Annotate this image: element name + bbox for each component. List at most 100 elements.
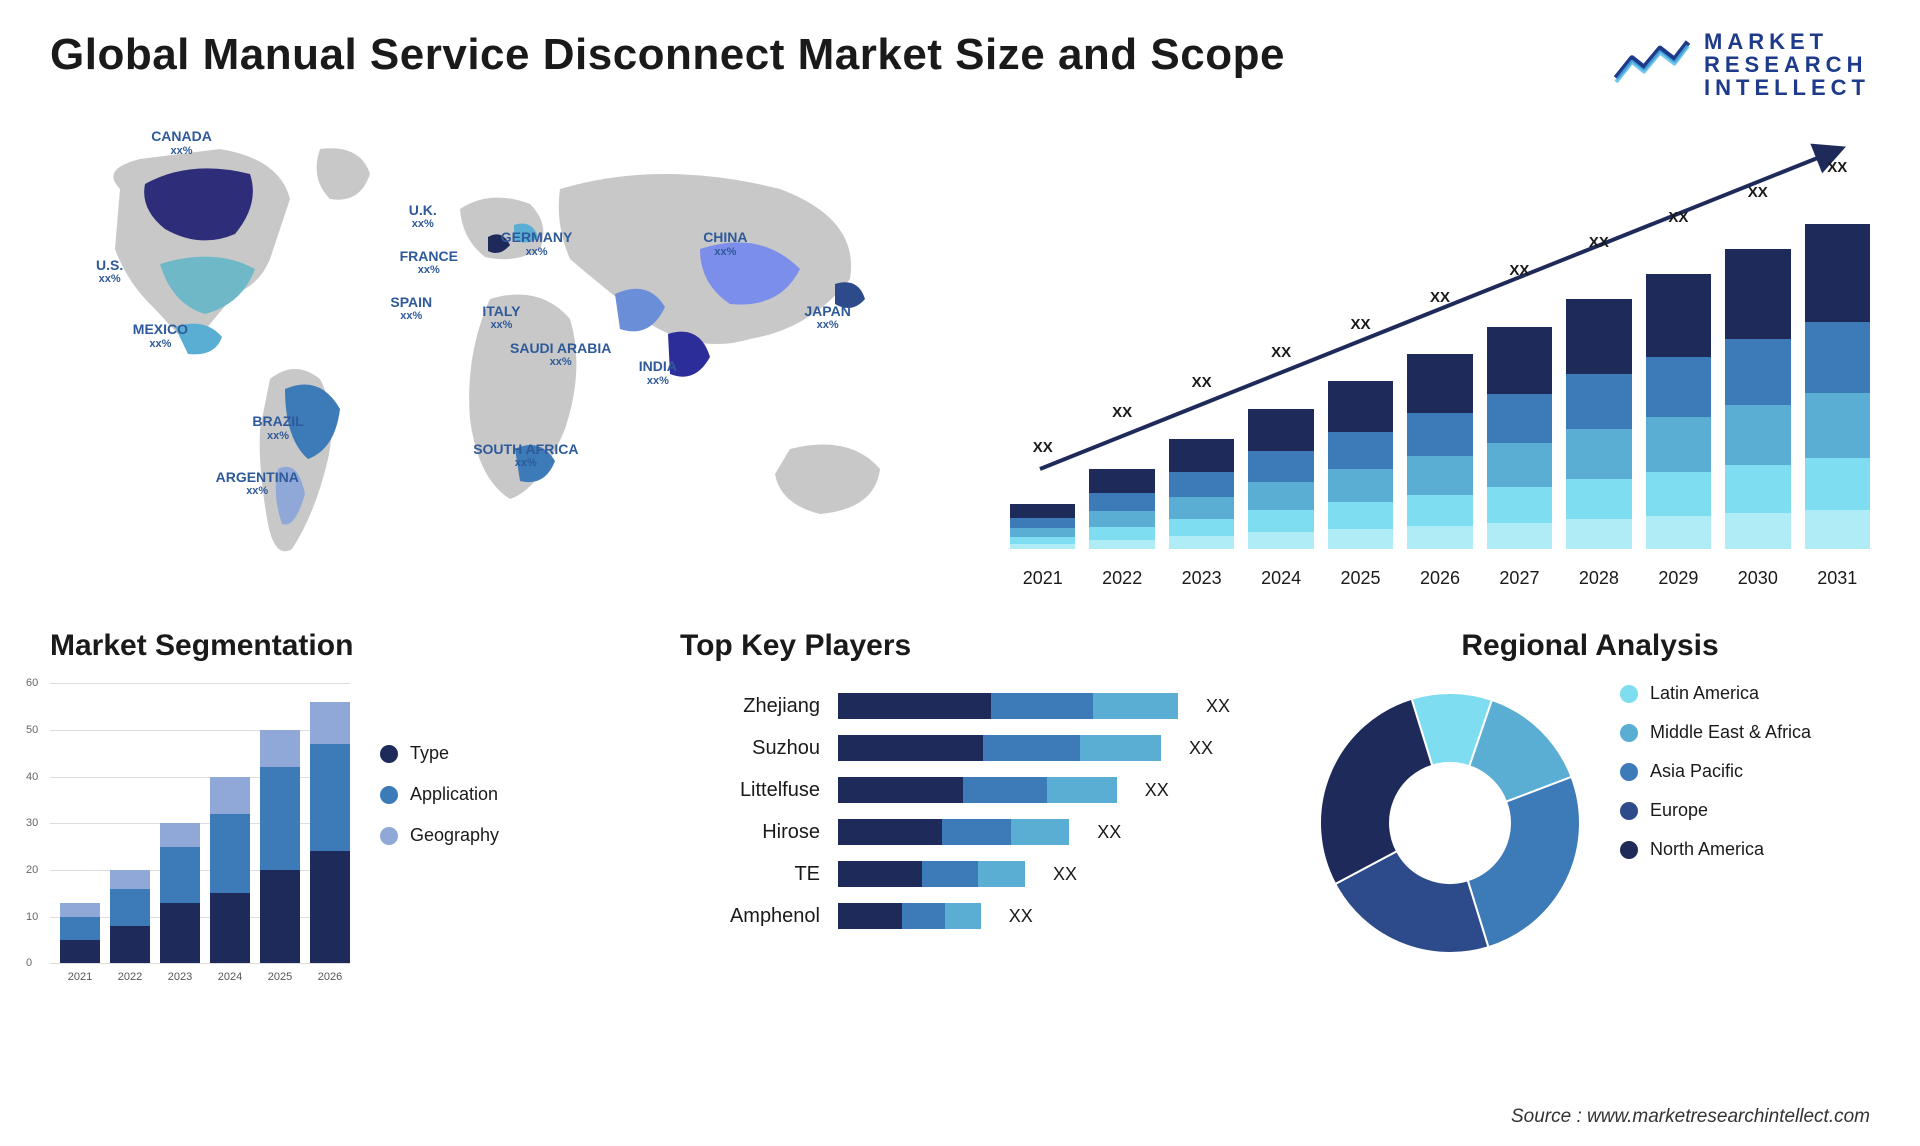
growth-bars-container: XXXXXXXXXXXXXXXXXXXXXX (1010, 199, 1870, 549)
key-player-value: XX (1179, 738, 1213, 759)
map-country-label: GERMANYxx% (501, 230, 573, 257)
growth-value-label: XX (1271, 344, 1291, 361)
growth-year-label: 2030 (1725, 568, 1790, 589)
regional-legend-item: Asia Pacific (1620, 761, 1811, 782)
map-country-label: ARGENTINAxx% (216, 470, 299, 497)
key-player-row: Hirose XX (680, 819, 1240, 845)
key-player-row: ZhejiangXX (680, 693, 1240, 719)
growth-bar: XX (1010, 504, 1075, 549)
growth-year-label: 2025 (1328, 568, 1393, 589)
growth-bar: XX (1805, 224, 1870, 549)
logo-line-3: INTELLECT (1704, 76, 1870, 99)
bottom-row: Market Segmentation 01020304050602021202… (50, 629, 1870, 1009)
key-player-value: XX (1087, 822, 1121, 843)
logo-line-2: RESEARCH (1704, 53, 1870, 76)
map-country-label: U.S.xx% (96, 258, 123, 285)
regional-legend-item: Latin America (1620, 683, 1811, 704)
regional-panel: Regional Analysis Latin America Middle Ea… (1310, 629, 1870, 1009)
key-players-chart: ZhejiangXXSuzhouXXLittelfuseXXHiroseXXTE… (680, 683, 1240, 929)
growth-bar: XX (1248, 409, 1313, 549)
seg-legend-item: Type (380, 743, 499, 764)
growth-bar: XX (1725, 249, 1790, 549)
logo-mark-icon (1612, 32, 1692, 97)
key-player-name: TE (680, 863, 820, 886)
key-player-row: LittelfuseXX (680, 777, 1240, 803)
growth-value-label: XX (1827, 159, 1847, 176)
growth-year-label: 2029 (1646, 568, 1711, 589)
growth-value-label: XX (1112, 404, 1132, 421)
growth-bar: XX (1089, 469, 1154, 549)
header: Global Manual Service Disconnect Market … (50, 30, 1870, 99)
seg-year-label: 2023 (160, 971, 200, 983)
regional-donut-chart (1310, 683, 1590, 963)
seg-ytick: 30 (26, 817, 38, 829)
growth-year-label: 2023 (1169, 568, 1234, 589)
seg-legend-item: Application (380, 784, 499, 805)
key-player-row: Amphenol XX (680, 903, 1240, 929)
regional-legend: Latin America Middle East & Africa Asia Pa… (1620, 683, 1811, 860)
top-row: CANADAxx%U.S.xx%MEXICOxx%BRAZILxx%ARGENT… (50, 129, 1870, 589)
map-country-label: CHINAxx% (703, 230, 747, 257)
growth-bar: XX (1407, 354, 1472, 549)
key-player-name: Littelfuse (680, 779, 820, 802)
growth-year-label: 2026 (1407, 568, 1472, 589)
seg-ytick: 60 (26, 677, 38, 689)
map-country-label: JAPANxx% (804, 304, 850, 331)
seg-ytick: 20 (26, 864, 38, 876)
regional-legend-item: Middle East & Africa (1620, 722, 1811, 743)
map-country-label: INDIAxx% (639, 359, 677, 386)
map-country-label: SAUDI ARABIAxx% (510, 341, 611, 368)
segmentation-chart: 0102030405060202120222023202420252026 (50, 683, 350, 983)
growth-bar: XX (1646, 274, 1711, 549)
brand-logo: MARKET RESEARCH INTELLECT (1612, 30, 1870, 99)
segmentation-legend: Type Application Geography (380, 683, 499, 1009)
growth-value-label: XX (1351, 316, 1371, 333)
growth-years-axis: 2021202220232024202520262027202820292030… (1010, 568, 1870, 589)
seg-year-label: 2021 (60, 971, 100, 983)
seg-legend-item: Geography (380, 825, 499, 846)
seg-bar (160, 823, 200, 963)
key-player-name: Amphenol (680, 905, 820, 928)
key-player-row: Suzhou XX (680, 735, 1240, 761)
segmentation-title: Market Segmentation (50, 629, 610, 663)
seg-bar (210, 777, 250, 964)
seg-ytick: 10 (26, 911, 38, 923)
growth-year-label: 2031 (1805, 568, 1870, 589)
map-country-label: ITALYxx% (482, 304, 520, 331)
seg-year-label: 2022 (110, 971, 150, 983)
map-country-label: CANADAxx% (151, 129, 212, 156)
regional-legend-item: Europe (1620, 800, 1811, 821)
key-player-value: XX (999, 906, 1033, 927)
growth-value-label: XX (1192, 374, 1212, 391)
growth-year-label: 2021 (1010, 568, 1075, 589)
key-player-name: Hirose (680, 821, 820, 844)
seg-year-label: 2024 (210, 971, 250, 983)
key-players-panel: Top Key Players ZhejiangXXSuzhouXXLittel… (680, 629, 1240, 1009)
key-player-value: XX (1043, 864, 1077, 885)
growth-year-label: 2028 (1566, 568, 1631, 589)
regional-legend-item: North America (1620, 839, 1811, 860)
growth-bar: XX (1566, 299, 1631, 549)
regional-title: Regional Analysis (1310, 629, 1870, 663)
segmentation-panel: Market Segmentation 01020304050602021202… (50, 629, 610, 1009)
growth-bar: XX (1487, 327, 1552, 549)
map-country-label: U.K.xx% (409, 203, 437, 230)
growth-value-label: XX (1748, 184, 1768, 201)
map-country-label: SOUTH AFRICAxx% (473, 442, 578, 469)
key-player-bar (838, 777, 1117, 803)
donut-slice (1468, 777, 1580, 947)
seg-ytick: 50 (26, 724, 38, 736)
growth-chart: XXXXXXXXXXXXXXXXXXXXXX 20212022202320242… (1010, 129, 1870, 589)
key-player-bar (838, 735, 1161, 761)
growth-value-label: XX (1509, 262, 1529, 279)
growth-value-label: XX (1430, 289, 1450, 306)
key-player-name: Suzhou (680, 737, 820, 760)
growth-bar: XX (1328, 381, 1393, 549)
seg-year-label: 2025 (260, 971, 300, 983)
growth-year-label: 2027 (1487, 568, 1552, 589)
map-country-label: MEXICOxx% (133, 322, 188, 349)
seg-bar (310, 702, 350, 963)
seg-bar (260, 730, 300, 963)
source-attribution: Source : www.marketresearchintellect.com (1511, 1106, 1870, 1128)
key-player-bar (838, 903, 981, 929)
